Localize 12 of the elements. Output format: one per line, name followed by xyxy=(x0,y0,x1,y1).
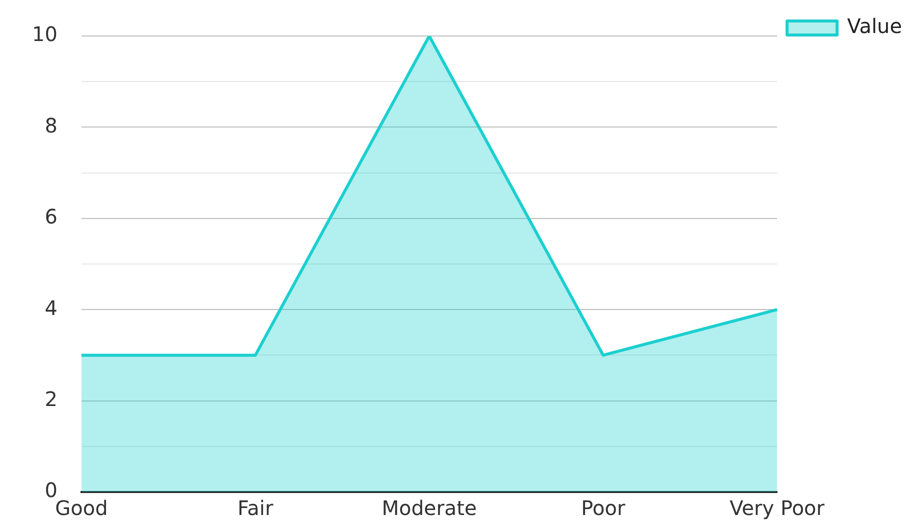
y-tick-label: 0 xyxy=(44,478,58,502)
y-tick-label: 6 xyxy=(44,204,58,229)
x-tick-label: Fair xyxy=(238,496,274,520)
x-tick-label: Good xyxy=(55,496,108,520)
y-tick-label: 10 xyxy=(32,22,58,46)
x-tick-label: Very Poor xyxy=(730,496,826,520)
x-tick-label: Poor xyxy=(581,496,626,520)
y-tick-label: 8 xyxy=(44,113,58,138)
y-tick-label: 4 xyxy=(44,296,58,320)
y-tick-label: 2 xyxy=(44,387,58,412)
legend-label: Value xyxy=(847,14,902,38)
x-tick-label: Moderate xyxy=(382,496,477,520)
